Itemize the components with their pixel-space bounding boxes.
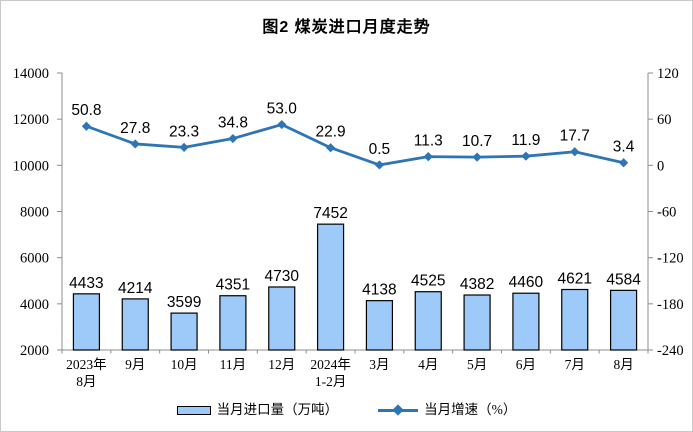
line-point-4: [277, 119, 287, 130]
bar-value-label-4: 4730: [265, 268, 300, 285]
legend-item-import-volume: 当月进口量（万吨）: [176, 402, 339, 418]
line-point-3: [228, 133, 238, 144]
bar-value-label-10: 4621: [558, 270, 592, 287]
x-category-label-11: 8月: [613, 357, 633, 372]
line-value-label-6: 0.5: [369, 141, 391, 158]
bar-value-label-9: 4460: [509, 274, 544, 291]
line-value-label-8: 10.7: [462, 133, 492, 150]
bar-5: [316, 223, 345, 351]
left-axis-tick-label-0: 14000: [13, 66, 49, 82]
right-axis-tick-label-5: -180: [657, 297, 684, 313]
bar-value-label-8: 4382: [460, 276, 494, 293]
bar-2: [170, 312, 198, 351]
line-point-2: [179, 142, 189, 153]
bar-1: [121, 298, 149, 351]
line-value-label-2: 23.3: [169, 123, 199, 140]
x-category-label-8: 5月: [467, 357, 487, 372]
line-series-swatch: [378, 403, 419, 416]
bar-value-label-2: 3599: [167, 294, 201, 311]
bar-value-label-7: 4525: [411, 273, 445, 290]
x-category-label-4: 12月: [268, 357, 295, 372]
bar-series-swatch: [176, 405, 211, 415]
left-axis-tick-label-4: 6000: [20, 251, 49, 267]
legend-item-growth-rate: 当月增速（%）: [378, 403, 516, 417]
right-axis-tick-label-2: 0: [657, 158, 664, 174]
bar-6: [365, 300, 394, 351]
bar-3: [219, 295, 247, 351]
right-axis-tick-label-6: -240: [657, 343, 684, 359]
x-category-label-0: 2023年: [66, 357, 107, 372]
line-value-label-0: 50.8: [71, 102, 101, 119]
line-point-1: [130, 139, 140, 149]
legend-label-import-volume: 当月进口量（万吨）: [216, 402, 339, 418]
x-category-label-0-line2: 8月: [76, 374, 96, 389]
chart-legend: 当月进口量（万吨） 当月增速（%）: [1, 400, 692, 420]
bar-value-label-11: 4584: [606, 271, 641, 288]
x-category-label-1: 9月: [125, 357, 145, 372]
bar-0: [72, 293, 101, 351]
line-point-11: [618, 158, 629, 168]
line-value-label-7: 11.3: [414, 133, 443, 150]
x-category-label-7: 4月: [418, 357, 438, 372]
line-point-6: [374, 160, 385, 170]
x-category-label-5-line2: 1-2月: [315, 374, 347, 389]
bar-9: [512, 292, 540, 351]
bar-value-label-5: 7452: [313, 205, 347, 222]
bar-11: [609, 289, 638, 351]
right-axis-tick-label-4: -120: [657, 251, 684, 267]
bar-value-label-0: 4433: [69, 275, 103, 292]
bar-10: [561, 288, 589, 351]
bar-value-label-6: 4138: [362, 282, 396, 299]
bar-4: [268, 286, 296, 351]
line-value-label-4: 53.0: [267, 101, 298, 118]
x-category-label-9: 6月: [516, 357, 536, 372]
right-axis-tick-label-3: -60: [657, 205, 676, 221]
x-category-label-3: 11月: [220, 357, 247, 372]
line-value-label-10: 17.7: [560, 128, 590, 145]
line-point-10: [570, 147, 580, 157]
line-value-label-5: 22.9: [315, 124, 345, 141]
right-axis-tick-label-0: 120: [657, 66, 679, 82]
x-category-label-6: 3月: [369, 357, 389, 372]
left-axis-tick-label-1: 12000: [13, 112, 49, 128]
x-category-label-10: 7月: [565, 357, 585, 372]
chart-title: 图2 煤炭进口月度走势: [262, 19, 431, 36]
line-value-label-3: 34.8: [218, 115, 248, 132]
line-point-8: [472, 152, 482, 162]
right-axis-tick-label-1: 60: [657, 112, 672, 128]
x-category-label-2: 10月: [171, 357, 198, 372]
diamond-marker-icon: [392, 403, 404, 416]
line-point-5: [325, 143, 336, 153]
bar-8: [463, 294, 491, 351]
left-axis-tick-label-5: 4000: [20, 297, 49, 313]
left-axis-tick-label-3: 8000: [20, 205, 49, 221]
line-point-0: [81, 121, 92, 131]
growth-rate-line: [85, 123, 624, 167]
bar-value-label-3: 4351: [216, 277, 250, 294]
left-axis-tick-label-2: 10000: [13, 158, 49, 174]
bar-value-label-1: 4214: [118, 280, 153, 297]
x-category-label-5: 2024年: [310, 357, 351, 372]
line-value-label-9: 11.9: [511, 132, 540, 149]
line-point-9: [521, 151, 531, 161]
line-value-label-11: 3.4: [613, 139, 635, 156]
left-axis-tick-label-6: 2000: [20, 343, 49, 359]
line-value-label-1: 27.8: [120, 120, 150, 137]
line-point-7: [423, 152, 433, 162]
legend-label-growth-rate: 当月增速（%）: [424, 402, 517, 418]
bar-7: [414, 291, 442, 351]
